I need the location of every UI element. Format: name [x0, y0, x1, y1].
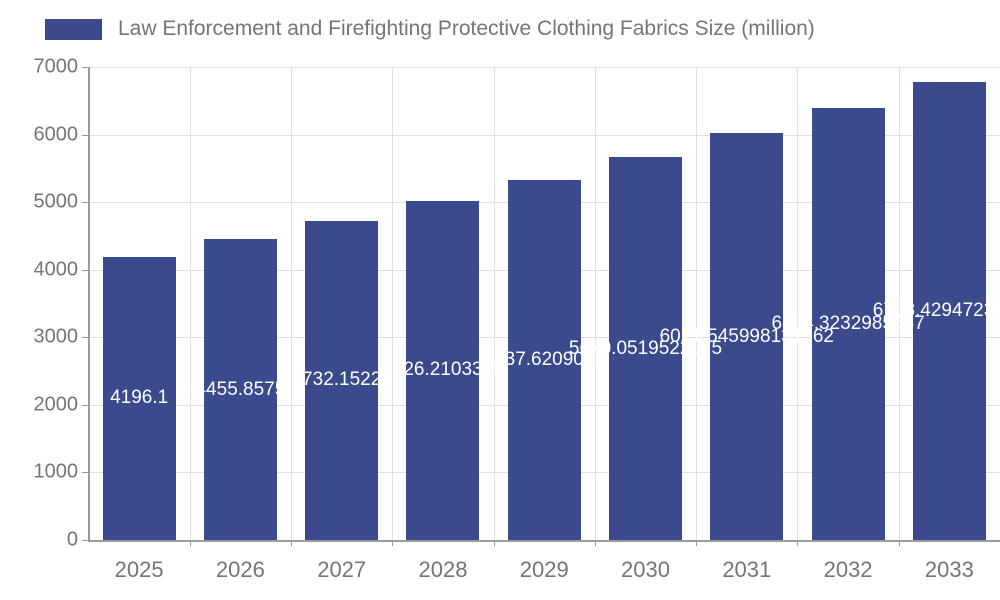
bar-value-label: 6394.3232985687: [771, 313, 925, 335]
y-axis-tick: [81, 337, 89, 339]
y-axis-tick: [81, 67, 89, 69]
bar: [203, 239, 277, 540]
x-axis-tick: [696, 540, 698, 546]
y-axis-tick-label: 2000: [33, 393, 79, 416]
x-gridline: [493, 67, 495, 540]
bar: [507, 179, 581, 540]
bar-value-label: 5026.2103385: [382, 359, 504, 381]
x-axis-tick: [594, 540, 596, 546]
legend-label: Law Enforcement and Firefighting Protect…: [118, 17, 815, 40]
x-gridline: [797, 67, 799, 540]
y-axis-tick-label: 3000: [33, 325, 79, 348]
y-axis-tick: [81, 540, 89, 541]
y-axis-tick-label: 4000: [33, 258, 79, 281]
x-axis-tick: [291, 540, 293, 546]
bar: [609, 157, 683, 540]
bar: [406, 200, 480, 540]
y-axis-tick: [81, 269, 89, 271]
bar-value-label: 4196.1: [110, 387, 169, 409]
y-axis-tick-label: 5000: [33, 190, 79, 213]
x-gridline: [189, 67, 191, 540]
x-axis-line: [87, 540, 1000, 542]
y-axis-tick: [81, 202, 89, 204]
x-gridline: [594, 67, 596, 540]
x-axis-tick: [898, 540, 900, 546]
bar-value-label: 4732.15225: [291, 369, 392, 391]
x-axis-tick: [392, 540, 394, 546]
x-axis-label: 2028: [418, 557, 468, 582]
bar: [102, 256, 176, 540]
bar-value-label: 5337.6209045: [483, 348, 606, 370]
y-axis-tick-label: 0: [66, 528, 78, 551]
chart-legend: Law Enforcement and Firefighting Protect…: [45, 17, 815, 41]
x-axis-tick: [189, 540, 191, 546]
x-gridline: [696, 67, 698, 540]
y-gridline: [88, 67, 1000, 69]
y-axis-line: [87, 67, 90, 541]
x-axis-label: 2025: [114, 557, 164, 582]
bar: [710, 133, 784, 540]
bar-value-label: 5670.0519522875: [568, 337, 723, 359]
y-gridline: [88, 134, 1000, 136]
x-axis-label: 2029: [519, 557, 569, 582]
bar: [305, 220, 379, 540]
bar: [811, 108, 885, 540]
x-axis-label: 2030: [621, 557, 670, 582]
y-axis-tick-label: 6000: [33, 123, 79, 146]
bar-value-label: 6021.545998131562: [659, 325, 834, 347]
y-axis-tick: [81, 134, 89, 136]
y-axis-tick: [81, 472, 89, 474]
x-axis-label: 2026: [215, 557, 265, 582]
y-axis-tick: [81, 404, 89, 406]
y-axis-tick-label: 1000: [33, 460, 79, 483]
bar-value-label: 4455.8575: [195, 378, 286, 400]
y-axis-tick-label: 7000: [33, 55, 79, 78]
x-gridline: [291, 67, 293, 540]
x-axis-tick: [797, 540, 799, 546]
x-gridline: [898, 67, 900, 540]
bar-value-label: 6788.4294723125: [872, 299, 1000, 321]
x-gridline: [392, 67, 394, 540]
x-axis-label: 2033: [924, 557, 974, 582]
x-axis-label: 2027: [317, 557, 367, 582]
legend-swatch: [45, 18, 102, 40]
x-axis-label: 2032: [823, 557, 873, 582]
bar: [912, 81, 986, 540]
x-axis-label: 2031: [722, 557, 772, 582]
x-axis-tick: [493, 540, 495, 546]
